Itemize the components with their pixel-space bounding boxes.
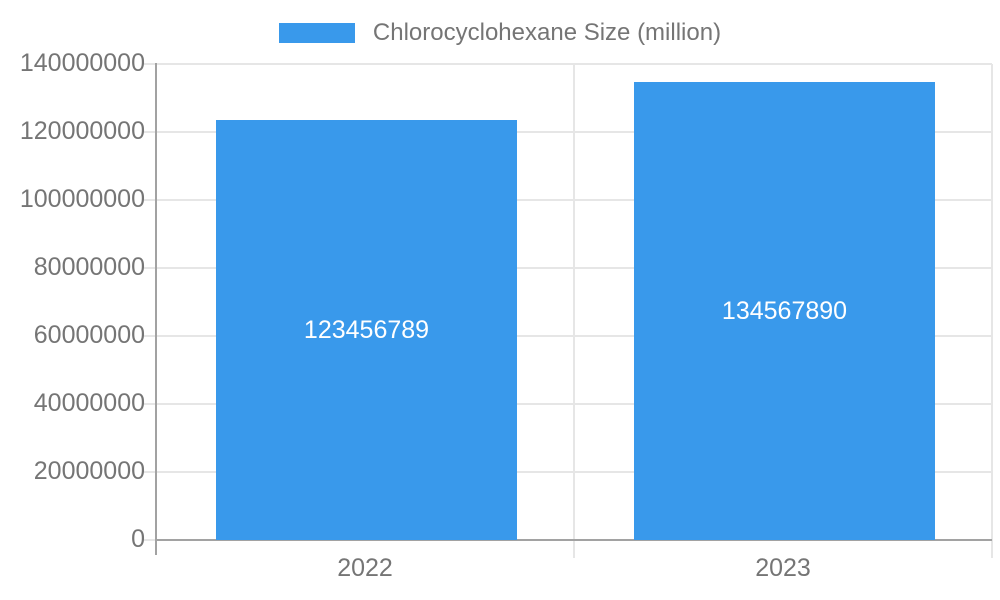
bar-value-label: 134567890: [721, 296, 848, 325]
y-axis-tickmark: [144, 539, 156, 541]
y-axis-tickmark: [144, 267, 156, 269]
x-tick-label: 2023: [755, 554, 811, 582]
y-axis-tickmark: [144, 199, 156, 201]
x-tick-label: 2022: [337, 554, 393, 582]
x-axis: 2022 2023: [156, 554, 992, 584]
y-axis: 0 20000000 40000000 60000000 80000000 1000000…: [0, 49, 145, 553]
y-axis-tickmark: [144, 63, 156, 65]
y-tick-label: 40000000: [33, 389, 145, 417]
y-tick-label: 80000000: [33, 253, 145, 281]
y-tick-label: 140000000: [19, 49, 145, 77]
x-axis-line: [156, 539, 992, 541]
y-axis-tickmark: [144, 335, 156, 337]
legend-swatch-icon: [278, 23, 355, 43]
y-tick-label: 120000000: [19, 117, 145, 145]
gridline-vertical: [991, 64, 993, 558]
y-axis-tickmark: [144, 471, 156, 473]
y-axis-line: [155, 63, 157, 555]
chart-legend[interactable]: Chlorocyclohexane Size (million): [0, 19, 1000, 46]
legend-label: Chlorocyclohexane Size (million): [372, 19, 722, 46]
y-axis-tickmark: [144, 403, 156, 405]
y-axis-tickmark: [144, 131, 156, 133]
y-tick-label: 100000000: [19, 185, 145, 213]
bar-2022[interactable]: 123456789: [216, 120, 517, 540]
y-tick-label: 20000000: [33, 457, 145, 485]
y-tick-label: 60000000: [33, 321, 145, 349]
bar-2023[interactable]: 134567890: [634, 82, 935, 540]
plot-area: 123456789 134567890: [144, 63, 993, 558]
bar-value-label: 123456789: [303, 315, 430, 344]
y-tick-label: 0: [131, 525, 145, 553]
gridline-vertical: [573, 64, 575, 558]
